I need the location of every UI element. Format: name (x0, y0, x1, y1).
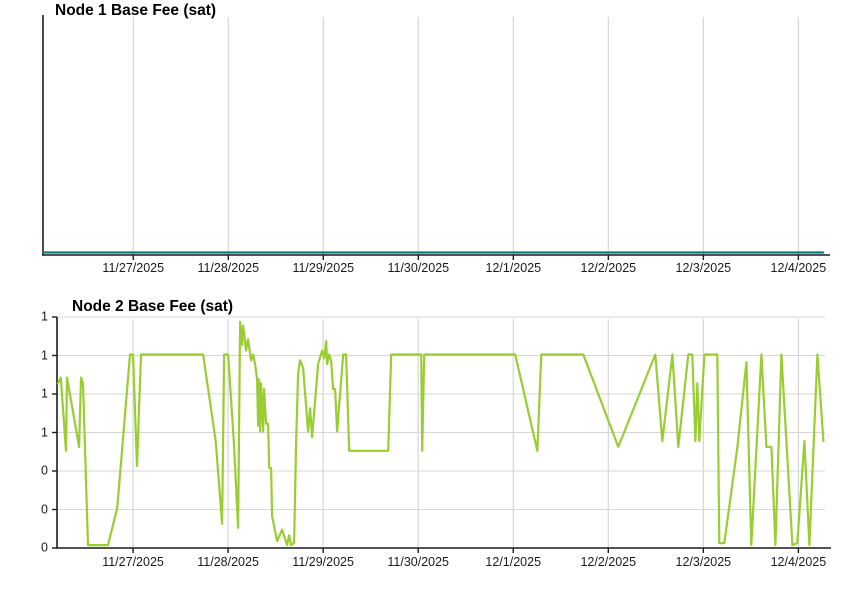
x-tick-label: 12/4/2025 (770, 261, 827, 275)
y-tick-label: 1 (41, 309, 48, 324)
x-tick-label: 12/4/2025 (770, 555, 827, 569)
x-tick-label: 11/29/2025 (292, 261, 355, 275)
chart2-plot (52, 316, 831, 553)
x-tick-label: 11/28/2025 (197, 261, 260, 275)
x-tick-label: 12/2/2025 (580, 261, 637, 275)
x-tick-label: 12/1/2025 (485, 261, 542, 275)
chart1-title: Node 1 Base Fee (sat) (55, 2, 217, 19)
y-tick-label: 1 (41, 348, 48, 362)
node2-base-fee-line (56, 320, 825, 547)
chart1-vgridlines (132, 17, 799, 255)
x-tick-label: 11/28/2025 (197, 555, 259, 569)
x-tick-label: 11/27/2025 (102, 555, 164, 569)
x-tick-label: 11/29/2025 (292, 555, 354, 569)
chart2-title: Node 2 Base Fee (sat) (72, 298, 234, 315)
y-tick-label: 0 (41, 463, 48, 478)
x-tick-label: 11/30/2025 (387, 555, 450, 569)
y-tick-label: 0 (41, 502, 48, 516)
chart1-plot (41, 15, 830, 260)
x-tick-label: 11/27/2025 (102, 261, 165, 275)
chart2-hgridlines (57, 316, 825, 510)
y-tick-label: 1 (41, 386, 48, 401)
x-tick-label: 12/3/2025 (675, 555, 732, 569)
x-tick-label: 12/1/2025 (485, 555, 542, 569)
y-tick-label: 0 (41, 540, 48, 555)
x-tick-label: 12/2/2025 (580, 555, 637, 569)
x-tick-label: 11/30/2025 (387, 261, 450, 275)
x-tick-label: 12/3/2025 (675, 261, 732, 275)
y-tick-label: 1 (41, 425, 48, 439)
